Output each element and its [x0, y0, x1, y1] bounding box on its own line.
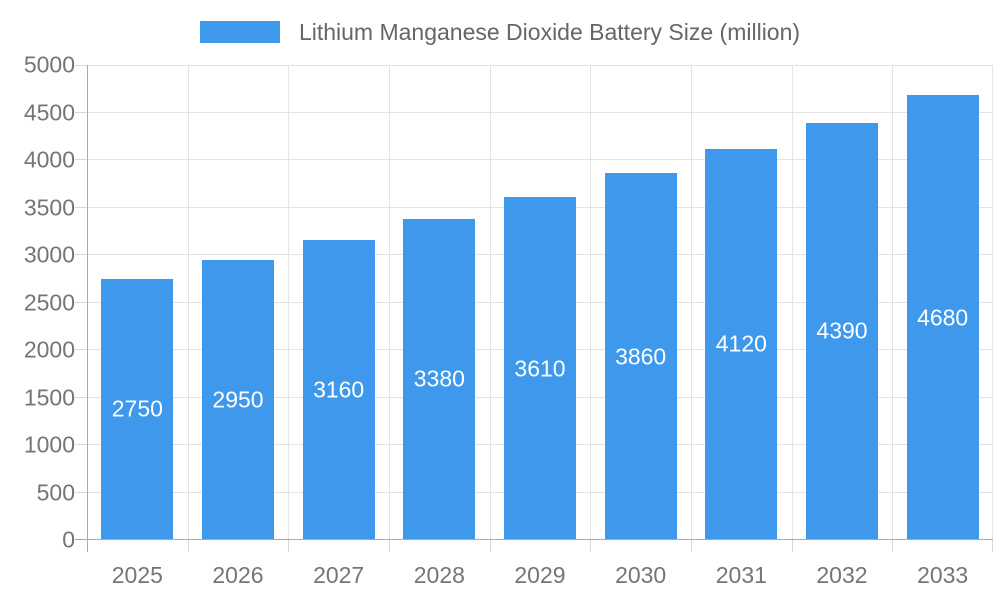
- bar-value-label: 2750: [111, 395, 163, 422]
- legend-label: Lithium Manganese Dioxide Battery Size (…: [298, 18, 801, 45]
- y-tick-label: 2500: [23, 289, 75, 315]
- y-tick-label: 3000: [23, 241, 75, 268]
- v-gridline: [691, 65, 692, 540]
- x-tick-mark: [892, 540, 894, 552]
- x-tick-label: 2028: [413, 562, 465, 588]
- plot-area: 2750 2950 3160 3380 3610 3860 4120 4390 4680: [75, 65, 993, 552]
- bar-value-label: 3380: [413, 365, 465, 392]
- x-tick-label: 2031: [715, 562, 767, 588]
- x-tick-mark: [288, 540, 290, 552]
- y-tick-mark: [75, 65, 87, 66]
- bar[interactable]: 2950: [202, 259, 274, 540]
- x-tick-label: 2030: [615, 562, 667, 588]
- x-tick-mark: [489, 540, 491, 552]
- x-tick-label: 2026: [212, 562, 264, 588]
- x-tick-label: 2033: [917, 562, 969, 588]
- y-tick-mark: [75, 444, 87, 445]
- legend-item[interactable]: Lithium Manganese Dioxide Battery Size (…: [199, 18, 801, 46]
- y-axis-line: [87, 65, 88, 552]
- y-tick-mark: [75, 349, 87, 350]
- y-tick-mark: [75, 159, 87, 160]
- x-tick-mark: [992, 540, 993, 552]
- h-gridline: [87, 159, 993, 160]
- bar[interactable]: 3610: [504, 197, 576, 540]
- y-tick-mark: [75, 301, 87, 303]
- v-gridline: [992, 65, 993, 540]
- v-gridline: [892, 65, 894, 540]
- x-tick-mark: [187, 540, 189, 552]
- bar-value-label: 2950: [212, 386, 264, 413]
- y-tick-label: 4000: [23, 146, 75, 173]
- x-tick-label: 2029: [514, 562, 566, 588]
- bar[interactable]: 2750: [101, 278, 174, 540]
- x-tick-mark: [791, 540, 793, 552]
- y-tick-label: 2000: [23, 336, 75, 363]
- x-tick-mark: [389, 540, 390, 552]
- bar-value-label: 3610: [514, 355, 566, 382]
- bar[interactable]: 4390: [806, 122, 878, 540]
- x-tick-label: 2032: [816, 562, 868, 588]
- bar-value-label: 4390: [816, 317, 868, 344]
- x-axis-line: [75, 539, 993, 540]
- y-tick-label: 4500: [23, 99, 75, 125]
- bar[interactable]: 4680: [906, 95, 979, 540]
- y-tick-label: 1000: [23, 431, 75, 458]
- y-axis: 0 500 1000 1500 2000 2500 3000 3500 4000 4500 5000: [0, 52, 75, 553]
- bar-value-label: 3160: [313, 376, 365, 403]
- v-gridline: [590, 65, 592, 540]
- bar[interactable]: 4120: [705, 148, 778, 540]
- x-tick-label: 2025: [111, 562, 163, 588]
- legend-swatch-icon: [199, 21, 280, 43]
- bar-value-label: 3860: [615, 343, 667, 370]
- bar[interactable]: 3160: [302, 239, 375, 540]
- bar[interactable]: 3860: [604, 173, 677, 540]
- bar-value-label: 4680: [917, 304, 969, 331]
- x-tick-label: 2027: [313, 562, 365, 588]
- v-gridline: [791, 65, 793, 540]
- y-tick-mark: [75, 254, 87, 255]
- y-tick-label: 0: [62, 526, 75, 553]
- h-gridline: [87, 65, 993, 66]
- x-tick-mark: [691, 540, 692, 552]
- v-gridline: [288, 65, 290, 540]
- y-tick-mark: [75, 206, 87, 208]
- bar[interactable]: 3380: [403, 218, 476, 540]
- y-tick-mark: [75, 491, 87, 493]
- x-tick-mark: [590, 540, 592, 552]
- y-tick-label: 500: [36, 479, 75, 505]
- y-tick-mark: [75, 111, 87, 113]
- v-gridline: [389, 65, 390, 540]
- h-gridline: [87, 111, 993, 113]
- x-axis: 2025 2026 2027 2028 2029 2030 2031 2032 2033: [87, 552, 993, 592]
- v-gridline: [187, 65, 189, 540]
- y-tick-mark: [75, 396, 87, 398]
- v-gridline: [489, 65, 491, 540]
- bar-value-label: 4120: [715, 330, 767, 357]
- y-tick-label: 3500: [23, 194, 75, 220]
- y-tick-label: 5000: [23, 51, 75, 78]
- y-tick-label: 1500: [23, 384, 75, 410]
- legend: Lithium Manganese Dioxide Battery Size (…: [0, 14, 1000, 50]
